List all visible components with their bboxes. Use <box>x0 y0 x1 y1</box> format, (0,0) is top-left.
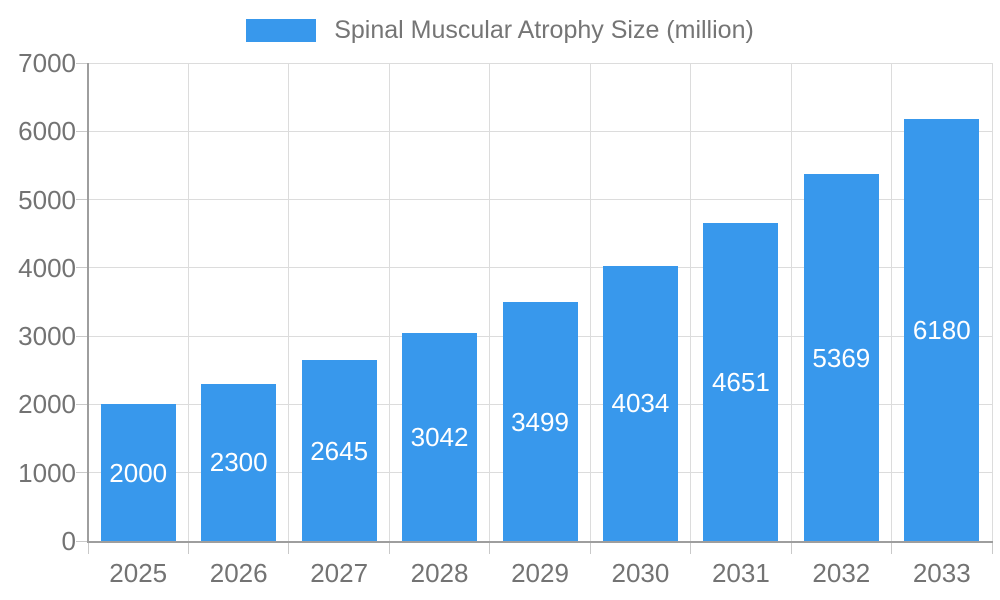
x-axis-tick <box>489 541 491 554</box>
y-axis-line <box>87 63 89 543</box>
bar-value-label: 2300 <box>209 447 268 478</box>
gridline-vertical <box>187 63 189 541</box>
gridline-horizontal <box>88 267 992 269</box>
gridline-horizontal <box>88 62 992 64</box>
y-axis-label: 3000 <box>18 321 76 352</box>
y-axis-tick <box>76 335 88 337</box>
bar-value-label: 6180 <box>912 314 971 345</box>
y-axis-tick <box>76 403 88 405</box>
gridline-horizontal <box>88 130 992 132</box>
legend-swatch-icon <box>246 19 317 42</box>
bar-2028[interactable]: 3042 <box>402 333 478 541</box>
gridline-vertical <box>589 63 591 541</box>
x-axis-label: 2033 <box>912 558 971 588</box>
x-axis-label: 2029 <box>511 558 569 588</box>
y-axis-tick <box>76 62 88 64</box>
bar-2027[interactable]: 2645 <box>301 360 377 541</box>
y-axis-label: 4000 <box>18 252 76 283</box>
x-axis-tick <box>891 541 893 554</box>
bar-value-label: 5369 <box>812 342 871 373</box>
gridline-vertical <box>288 63 290 541</box>
x-axis-tick <box>690 541 692 554</box>
x-axis-label: 2028 <box>410 558 469 588</box>
x-axis-label: 2030 <box>611 558 670 588</box>
y-axis-tick <box>76 267 88 269</box>
bar-value-label: 4651 <box>711 367 770 398</box>
x-axis-label: 2025 <box>109 558 168 588</box>
gridline-vertical <box>790 63 792 541</box>
y-axis-tick <box>76 199 88 201</box>
legend-label: Spinal Muscular Atrophy Size (million) <box>334 16 754 44</box>
y-axis-label: 7000 <box>18 48 76 78</box>
x-axis-label: 2026 <box>209 558 268 588</box>
bar-value-label: 3042 <box>410 422 469 453</box>
bar-value-label: 2000 <box>109 457 168 488</box>
gridline-vertical <box>489 63 491 541</box>
x-axis-line <box>87 541 993 543</box>
bar-2032[interactable]: 5369 <box>803 174 879 541</box>
gridline-horizontal <box>88 199 992 201</box>
x-axis-tick <box>589 541 591 554</box>
gridline-vertical <box>991 63 993 541</box>
gridline-vertical <box>388 63 390 541</box>
bar-value-label: 4034 <box>611 388 670 419</box>
y-axis-label: 1000 <box>18 457 76 488</box>
y-axis-tick <box>76 472 88 474</box>
gridline-vertical <box>891 63 893 541</box>
x-axis-label: 2027 <box>310 558 369 588</box>
x-axis-tick <box>288 541 290 554</box>
bar-2030[interactable]: 4034 <box>602 265 678 541</box>
bar-2026[interactable]: 2300 <box>201 383 277 541</box>
bar-2025[interactable]: 2000 <box>100 404 176 541</box>
x-axis-tick <box>187 541 189 554</box>
x-axis-label: 2032 <box>812 558 871 588</box>
y-axis-label: 5000 <box>18 184 76 215</box>
bar-2029[interactable]: 3499 <box>502 302 578 541</box>
y-axis-tick <box>76 130 88 132</box>
x-axis-tick <box>388 541 390 554</box>
bar-2031[interactable]: 4651 <box>703 223 779 541</box>
x-axis-tick <box>87 541 89 554</box>
legend[interactable]: Spinal Muscular Atrophy Size (million) <box>0 16 1000 45</box>
gridline-vertical <box>690 63 692 541</box>
bar-value-label: 2645 <box>310 435 369 466</box>
y-axis-label: 0 <box>61 526 76 556</box>
x-axis-tick <box>790 541 792 554</box>
bar-value-label: 3499 <box>511 406 569 437</box>
y-axis-label: 6000 <box>18 116 76 147</box>
bar-2033[interactable]: 6180 <box>904 118 980 541</box>
x-axis-label: 2031 <box>711 558 770 588</box>
y-axis-label: 2000 <box>18 389 76 420</box>
x-axis-tick <box>991 541 993 554</box>
y-axis-tick <box>76 540 88 542</box>
